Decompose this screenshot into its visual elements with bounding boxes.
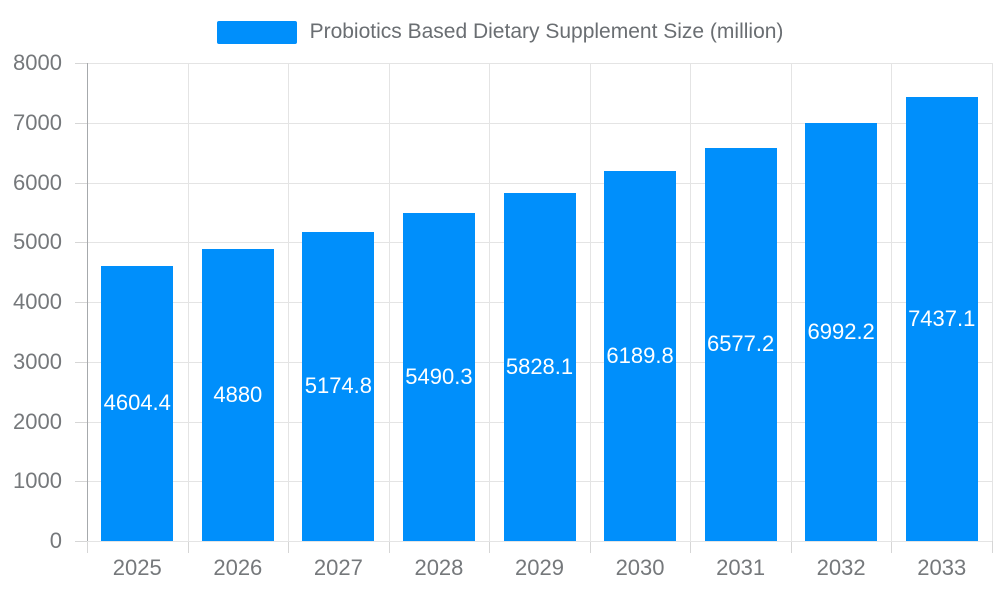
bar-value-label: 4880 <box>213 382 263 408</box>
x-axis-tick <box>187 541 189 553</box>
y-axis-label: 8000 <box>13 50 62 75</box>
bar-value-label: 6189.8 <box>606 343 674 369</box>
y-axis-tick <box>75 242 87 244</box>
y-axis-tick <box>75 63 87 64</box>
bar-2029[interactable]: 5828.1 <box>503 192 576 541</box>
x-axis-label: 2031 <box>716 555 766 580</box>
v-gridline <box>992 63 993 541</box>
x-axis-tick <box>589 541 591 553</box>
v-gridline <box>288 63 290 541</box>
bar-value-label: 4604.4 <box>103 390 171 416</box>
x-axis-tick <box>489 541 491 553</box>
x-axis-label: 2030 <box>615 555 665 580</box>
bar-value-label: 5490.3 <box>405 363 473 389</box>
x-axis-label: 2027 <box>313 555 363 580</box>
x-axis-label: 2029 <box>515 555 564 580</box>
v-gridline <box>187 63 189 541</box>
legend-label: Probiotics Based Dietary Supplement Size… <box>309 20 784 43</box>
legend-swatch-icon <box>216 20 297 44</box>
bar-value-label: 6992.2 <box>807 319 875 345</box>
y-axis-tick <box>75 302 87 303</box>
y-axis-label: 7000 <box>13 109 62 135</box>
y-axis-label: 0 <box>49 528 62 553</box>
y-axis-line <box>87 63 88 541</box>
v-gridline <box>489 63 491 541</box>
y-axis-tick <box>75 182 87 184</box>
bar-2031[interactable]: 6577.2 <box>704 148 777 541</box>
h-gridline <box>87 63 992 64</box>
v-gridline <box>790 63 792 541</box>
v-gridline <box>388 63 390 541</box>
x-axis-label: 2026 <box>213 555 263 580</box>
bar-2025[interactable]: 4604.4 <box>101 265 174 541</box>
bar-value-label: 7437.1 <box>908 305 976 331</box>
bar-2028[interactable]: 5490.3 <box>402 212 475 541</box>
y-axis-tick <box>75 361 87 363</box>
y-axis-label: 6000 <box>13 169 62 195</box>
bar-value-label: 6577.2 <box>706 331 775 357</box>
bar-2027[interactable]: 5174.8 <box>302 231 375 541</box>
v-gridline <box>891 63 893 541</box>
chart-legend[interactable]: Probiotics Based Dietary Supplement Size… <box>0 20 1000 44</box>
x-axis-label: 2025 <box>112 555 162 580</box>
x-axis-tick <box>87 541 88 553</box>
x-axis-line <box>87 541 992 542</box>
bar-value-label: 5174.8 <box>304 373 373 399</box>
x-axis-tick <box>388 541 390 553</box>
y-axis-tick <box>75 421 87 423</box>
h-gridline <box>87 182 992 184</box>
bar-value-label: 5828.1 <box>505 353 574 379</box>
x-axis-label: 2028 <box>414 555 464 580</box>
x-axis-label: 2032 <box>816 555 866 580</box>
v-gridline <box>690 63 692 541</box>
x-axis-tick <box>790 541 792 553</box>
y-axis-label: 4000 <box>13 289 62 314</box>
x-axis-tick <box>891 541 893 553</box>
y-axis-label: 2000 <box>13 408 62 434</box>
h-gridline <box>87 122 992 124</box>
y-axis-tick <box>75 122 87 124</box>
y-axis-label: 1000 <box>13 468 62 494</box>
y-axis-tick <box>75 541 87 542</box>
bar-2026[interactable]: 4880 <box>201 249 274 541</box>
y-axis-label: 3000 <box>13 348 62 374</box>
bar-2030[interactable]: 6189.8 <box>604 171 677 541</box>
y-axis-tick <box>75 481 87 483</box>
x-axis-tick <box>992 541 993 553</box>
bar-2033[interactable]: 7437.1 <box>905 96 978 541</box>
v-gridline <box>589 63 591 541</box>
x-axis-label: 2033 <box>917 555 967 580</box>
y-axis-label: 5000 <box>13 229 62 255</box>
bar-2032[interactable]: 6992.2 <box>805 123 878 541</box>
x-axis-tick <box>690 541 692 553</box>
plot-area: 0 1000 2000 3000 4000 5000 6000 7000 8000 4604.4 4… <box>13 50 993 580</box>
x-axis-tick <box>288 541 290 553</box>
